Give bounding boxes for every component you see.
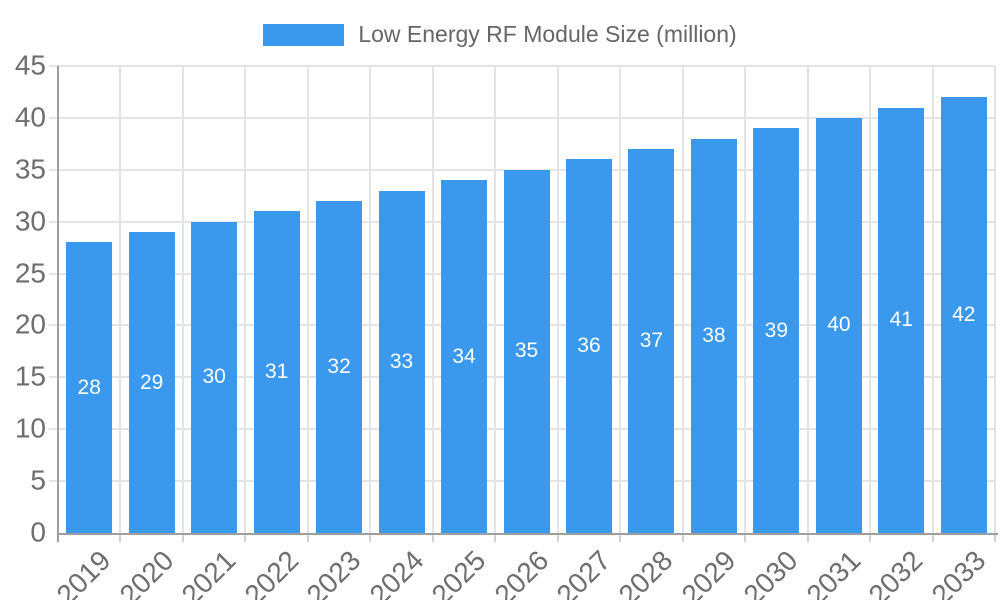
- x-tick-label: 2022: [238, 544, 305, 600]
- x-tick-label: 2026: [488, 544, 555, 600]
- y-axis-labels: 0 5 10 15 20 25 30 35 40 45: [0, 0, 46, 600]
- bar-value-label: 37: [639, 329, 664, 352]
- gridline-vertical: [181, 66, 184, 533]
- x-tick-label: 2020: [113, 544, 180, 600]
- bar: 41: [878, 107, 925, 533]
- gridline-vertical: [494, 66, 497, 533]
- gridline-horizontal: [49, 116, 995, 119]
- gridline-vertical: [744, 66, 747, 533]
- bar: 42: [940, 97, 987, 533]
- bar-value-label: 34: [452, 344, 476, 368]
- bar-value-label: 42: [952, 303, 976, 327]
- bar: 36: [565, 159, 612, 533]
- y-tick-label: 20: [14, 308, 46, 340]
- gridline-vertical: [931, 66, 934, 533]
- bar-value-label: 29: [140, 370, 164, 394]
- gridline-vertical: [119, 66, 122, 533]
- x-tick-label: 2025: [425, 544, 492, 600]
- y-tick-label: 5: [30, 464, 46, 496]
- y-tick-label: 15: [14, 360, 46, 392]
- gridline-vertical: [244, 66, 247, 533]
- y-tick-label: 45: [14, 49, 46, 81]
- x-tick-label: 2024: [363, 544, 430, 600]
- x-tick-label: 2019: [50, 544, 117, 600]
- bar: 33: [378, 190, 425, 533]
- bar-value-label: 36: [577, 334, 601, 358]
- bar: 39: [753, 128, 800, 533]
- bar: 35: [503, 169, 550, 533]
- bar-value-label: 30: [202, 365, 226, 389]
- x-axis-line: [57, 533, 998, 535]
- bar-value-label: 41: [889, 308, 913, 332]
- x-tick-label: 2033: [925, 544, 992, 600]
- y-tick-label: 25: [14, 256, 46, 288]
- bar-value-label: 33: [389, 349, 414, 373]
- x-tick-label: 2021: [175, 544, 242, 600]
- y-tick-label: 40: [14, 101, 46, 133]
- gridline-horizontal: [49, 65, 995, 67]
- bar: 37: [628, 149, 675, 533]
- bar: 32: [316, 200, 363, 533]
- gridline-vertical: [369, 66, 372, 533]
- bar-value-label: 40: [827, 313, 851, 337]
- bar-value-label: 39: [764, 318, 789, 342]
- y-tick-label: 10: [14, 412, 46, 444]
- gridline-vertical: [681, 66, 684, 533]
- x-tick-label: 2027: [550, 544, 617, 600]
- bar-value-label: 35: [514, 339, 539, 363]
- legend-label: Low Energy RF Module Size (million): [358, 21, 737, 47]
- x-tick-label: 2029: [675, 544, 742, 600]
- bar-value-label: 28: [77, 375, 101, 399]
- x-tick-label: 2032: [862, 544, 929, 600]
- y-tick-label: 0: [30, 516, 46, 548]
- y-axis-line: [57, 66, 59, 542]
- gridline-vertical: [806, 66, 809, 533]
- gridline-vertical: [619, 66, 622, 533]
- bar: 40: [815, 117, 862, 533]
- plot-area: 28 29 30 31 32 33 34 35 36 37 38 39 40 41 42: [49, 65, 996, 533]
- x-tick-label: 2031: [800, 544, 867, 600]
- x-tick-label: 2023: [300, 544, 367, 600]
- y-tick-label: 35: [14, 153, 46, 185]
- bar-value-label: 38: [702, 323, 726, 347]
- gridline-vertical: [431, 66, 434, 533]
- gridline-vertical: [306, 66, 309, 533]
- bar: 34: [441, 180, 488, 533]
- x-tick-label: 2028: [612, 544, 679, 600]
- bar: 30: [191, 221, 238, 533]
- legend-swatch-icon: [263, 23, 345, 46]
- bar: 38: [690, 138, 737, 533]
- x-tick-label: 2030: [737, 544, 804, 600]
- gridline-vertical: [869, 66, 872, 533]
- gridline-vertical: [994, 66, 996, 533]
- y-tick-label: 30: [14, 205, 46, 237]
- bar: 31: [253, 211, 300, 533]
- chart-legend[interactable]: Low Energy RF Module Size (million): [0, 21, 1000, 48]
- gridline-vertical: [556, 66, 559, 533]
- bar: 28: [66, 242, 113, 533]
- bar: 29: [128, 232, 175, 533]
- bar-value-label: 32: [327, 354, 351, 378]
- bar-value-label: 31: [264, 360, 289, 384]
